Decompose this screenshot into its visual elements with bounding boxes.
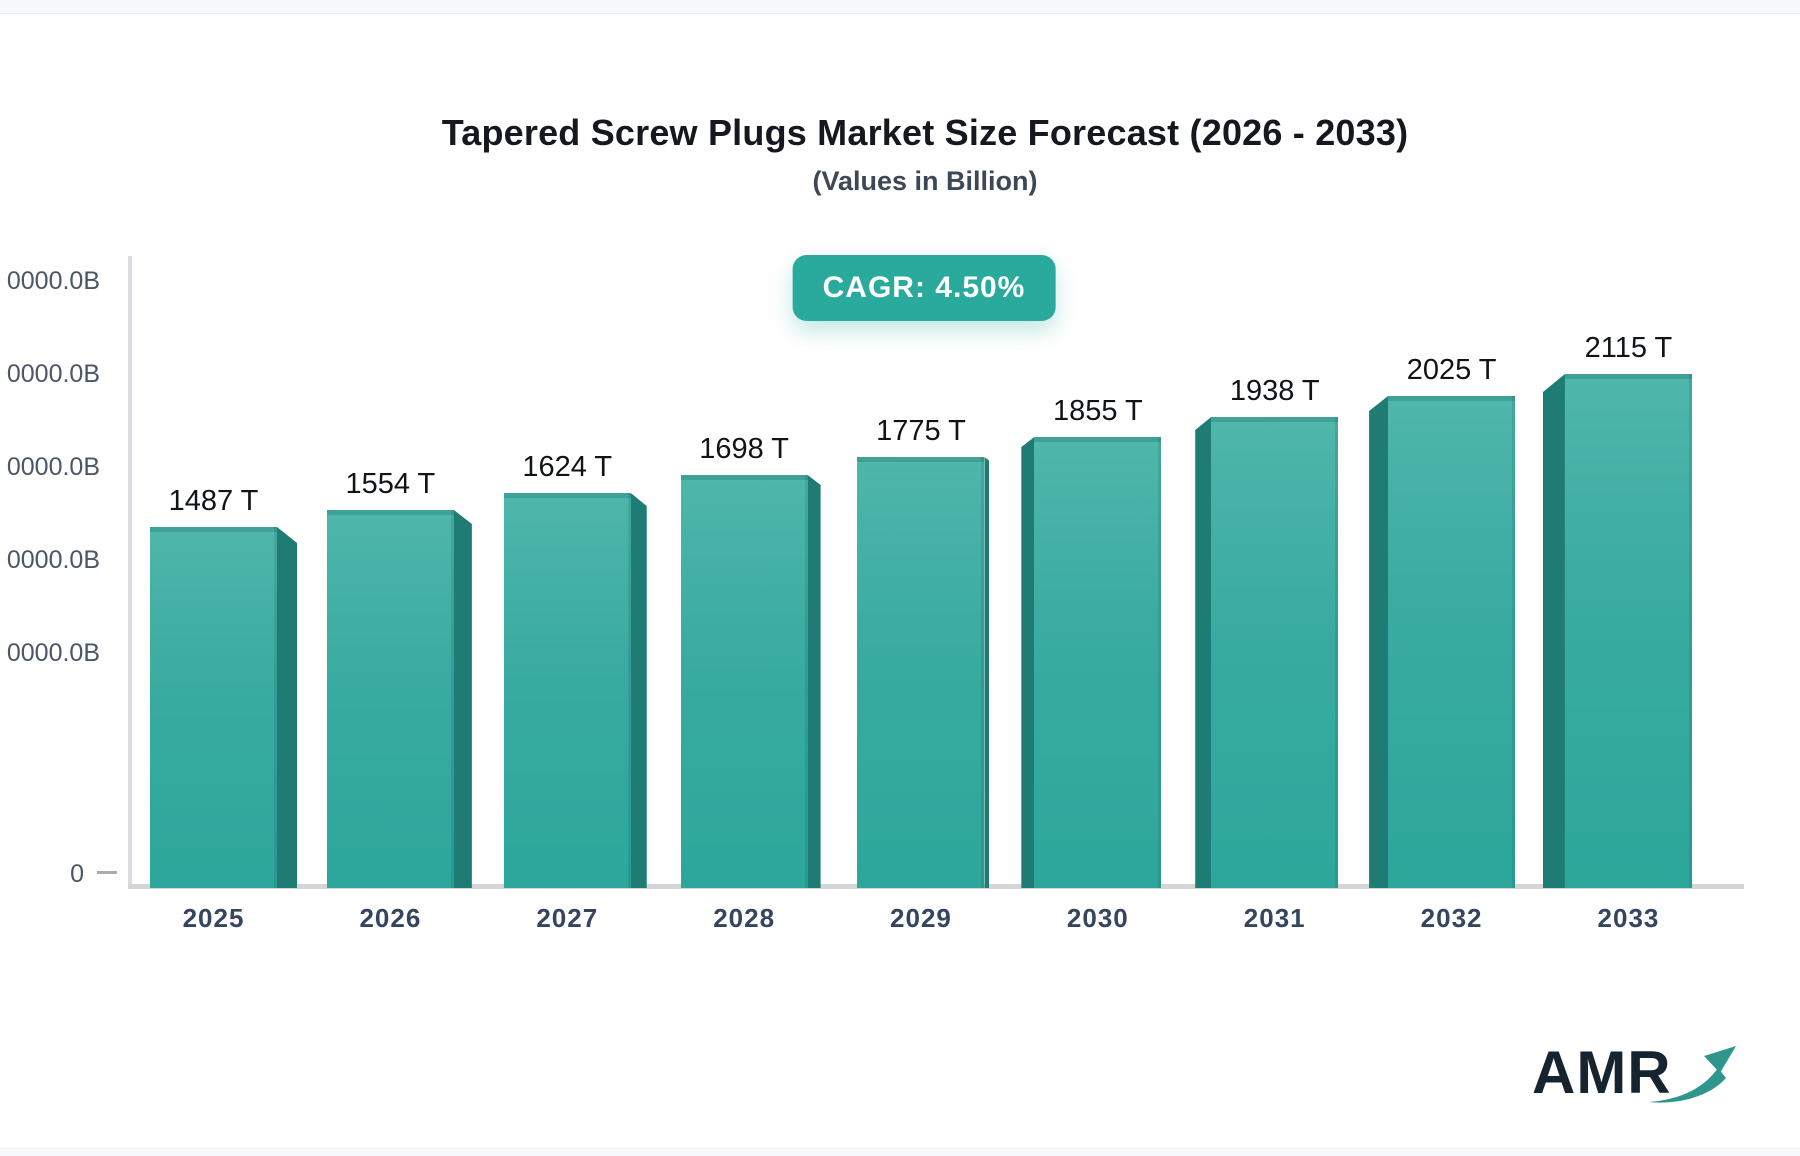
bar-side-face — [1021, 437, 1035, 888]
bar-main-face — [1211, 417, 1339, 888]
bar-2033[interactable]: 2115 T — [1542, 332, 1692, 888]
chart-subtitle: (Values in Billion) — [812, 166, 1038, 196]
y-axis-zero-label: 0 — [70, 860, 84, 888]
bar-side-face — [807, 475, 821, 888]
x-axis-label-2032: 2032 — [1420, 903, 1483, 933]
bar-side-face — [453, 510, 472, 888]
bar-side-face — [630, 493, 647, 888]
x-axis-label-2028: 2028 — [713, 903, 776, 933]
x-axis-label-2031: 2031 — [1243, 903, 1306, 933]
chart-title: Tapered Screw Plugs Market Size Forecast… — [441, 112, 1409, 153]
bar-value-label: 1624 T — [522, 451, 613, 483]
bar-main-face — [326, 510, 454, 888]
bar-2031[interactable]: 1938 T — [1195, 375, 1339, 888]
y-axis-zero-tick — [97, 871, 117, 874]
bar-side-face — [277, 527, 297, 888]
x-axis-label-2027: 2027 — [536, 903, 599, 933]
bar-value-label: 1938 T — [1229, 375, 1320, 407]
y-axis-tick-label: 0000.0B — [6, 360, 100, 388]
bar-2028[interactable]: 1698 T — [680, 433, 821, 888]
amr-logo-text: AMR — [1532, 1039, 1672, 1106]
x-axis-label-2029: 2029 — [890, 903, 952, 933]
bar-value-label: 1487 T — [168, 485, 259, 517]
y-axis-tick-label: 0000.0B — [6, 639, 100, 667]
bar-main-face — [503, 493, 631, 888]
bar-side-face — [1195, 417, 1212, 888]
x-axis-label-2030: 2030 — [1066, 903, 1129, 933]
bar-value-label: 1554 T — [345, 468, 436, 500]
bar-side-face — [1542, 374, 1565, 888]
bar-value-label: 2115 T — [1584, 332, 1673, 364]
bar-main-face — [1564, 374, 1692, 888]
bar-main-face — [857, 457, 985, 888]
x-axis-label-2025: 2025 — [182, 903, 245, 933]
bar-value-label: 1698 T — [699, 433, 789, 465]
bar-2030[interactable]: 1855 T — [1021, 395, 1162, 888]
x-axis-label-2033: 2033 — [1597, 903, 1660, 933]
y-axis-tick-label: 0000.0B — [6, 267, 100, 295]
bar-side-face — [984, 457, 990, 888]
bar-value-label: 1855 T — [1052, 395, 1143, 427]
y-axis-line — [128, 256, 132, 888]
bar-side-face — [1369, 396, 1389, 888]
bar-main-face — [1034, 437, 1162, 888]
growth-arrow-icon — [1648, 1046, 1736, 1103]
bar-2032[interactable]: 2025 T — [1369, 354, 1516, 888]
bar-main-face — [1388, 396, 1516, 888]
bar-2027[interactable]: 1624 T — [503, 451, 647, 888]
bar-value-label: 2025 T — [1406, 354, 1497, 386]
y-axis-tick-label: 0000.0B — [6, 546, 100, 574]
bar-main-face — [680, 475, 808, 888]
cagr-badge: CAGR: 4.50% — [792, 255, 1056, 321]
x-axis-label-2026: 2026 — [359, 903, 422, 933]
bar-2029[interactable]: 1775 T — [857, 415, 990, 888]
cagr-badge-label: CAGR: 4.50% — [822, 271, 1026, 304]
bar-2025[interactable]: 1487 T — [150, 485, 297, 888]
bar-value-label: 1775 T — [876, 415, 966, 447]
bar-main-face — [150, 527, 277, 888]
top-edge-strip — [0, 0, 1800, 14]
bottom-edge-strip — [0, 1148, 1800, 1156]
y-axis-tick-label: 0000.0B — [6, 453, 100, 481]
amr-logo: AMR — [1532, 1036, 1736, 1114]
bar-2026[interactable]: 1554 T — [326, 468, 472, 888]
